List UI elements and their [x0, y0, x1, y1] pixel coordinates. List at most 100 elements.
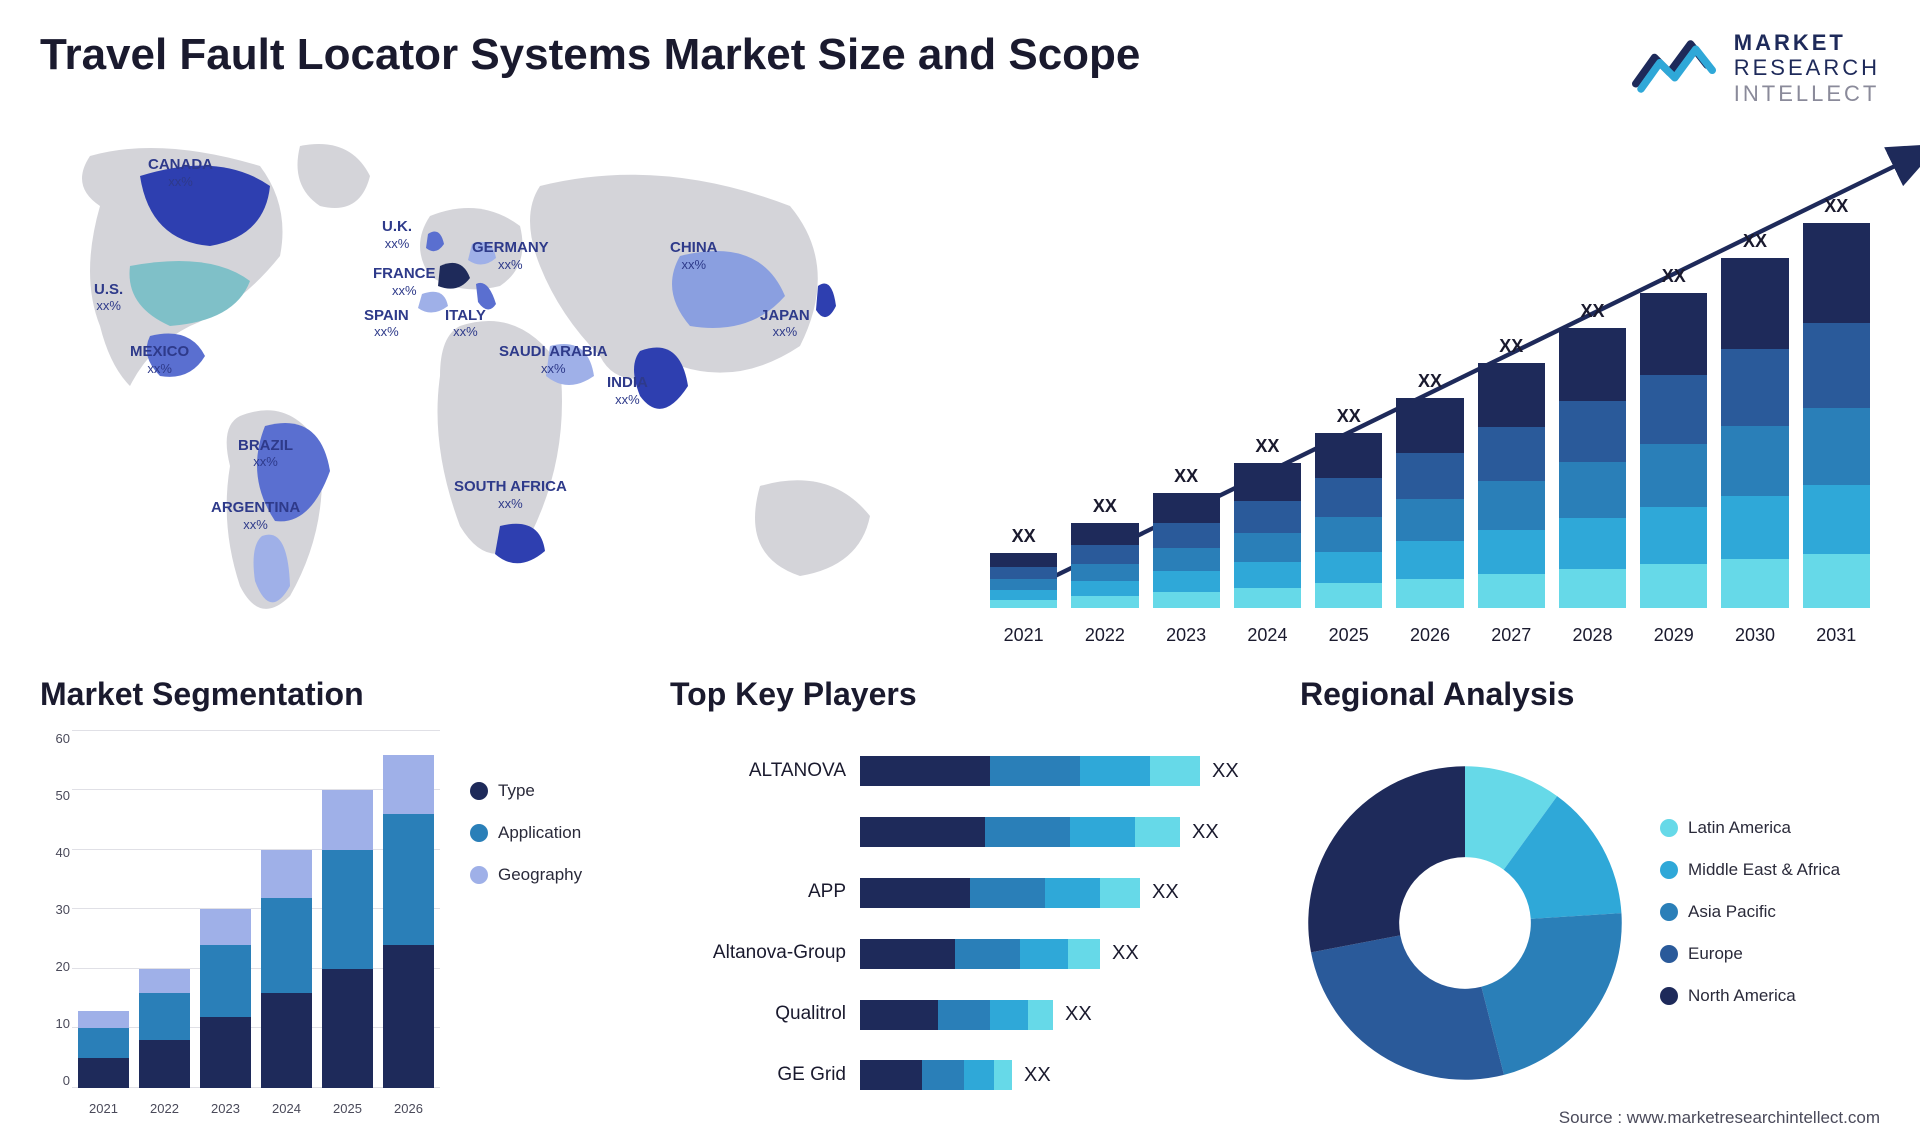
legend-item: North America: [1660, 986, 1880, 1006]
growth-x-label: 2021: [990, 617, 1057, 646]
growth-chart: XXXXXXXXXXXXXXXXXXXXXX: [980, 156, 1880, 608]
seg-bar-segment: [139, 993, 190, 1041]
growth-bar-segment: [990, 590, 1057, 600]
growth-bar-segment: [1396, 579, 1463, 608]
country-label: SPAINxx%: [364, 308, 409, 341]
legend-dot-icon: [1660, 945, 1678, 963]
growth-bar-segment: [1640, 293, 1707, 375]
player-row: XX: [860, 755, 1250, 787]
growth-bar-segment: [1640, 564, 1707, 608]
player-bar-segment: [970, 878, 1045, 908]
player-row: XX: [860, 877, 1250, 909]
player-value: XX: [1212, 760, 1239, 783]
legend-dot-icon: [1660, 903, 1678, 921]
seg-bar-segment: [322, 969, 373, 1088]
growth-x-label: 2030: [1721, 617, 1788, 646]
growth-bar-segment: [1559, 462, 1626, 518]
donut-slice: [1308, 767, 1465, 953]
growth-bar-segment: [1721, 426, 1788, 496]
growth-bar-segment: [1234, 501, 1301, 533]
growth-bar-segment: [1071, 564, 1138, 581]
seg-bar: [322, 790, 373, 1088]
bottom-row: Market Segmentation 6050403020100 202120…: [40, 676, 1880, 1116]
growth-bar-label: XX: [1418, 371, 1442, 392]
logo-line-1: MARKET: [1734, 30, 1880, 55]
player-bar-segment: [860, 939, 955, 969]
player-bar-segment: [1028, 1000, 1053, 1030]
player-bar-segment: [985, 817, 1070, 847]
player-bar-segment: [922, 1060, 964, 1090]
legend-item: Geography: [470, 865, 620, 885]
player-row: XX: [860, 938, 1250, 970]
player-row: XX: [860, 816, 1250, 848]
seg-bar-segment: [383, 755, 434, 814]
country-label: ITALYxx%: [445, 308, 486, 341]
growth-bar-segment: [1071, 596, 1138, 608]
growth-bar-segment: [1721, 559, 1788, 608]
seg-bar-segment: [139, 969, 190, 993]
player-value: XX: [1065, 1003, 1092, 1026]
player-label: [670, 822, 860, 842]
player-label: APP: [670, 881, 860, 903]
growth-bar-segment: [1153, 548, 1220, 571]
country-label: U.S.xx%: [94, 282, 123, 315]
legend-label: Latin America: [1688, 818, 1791, 838]
growth-bar-segment: [990, 600, 1057, 608]
growth-x-label: 2026: [1396, 617, 1463, 646]
growth-bar-segment: [1071, 545, 1138, 564]
player-value: XX: [1152, 881, 1179, 904]
country-label: U.K.xx%: [382, 219, 412, 252]
growth-bar-segment: [1478, 363, 1545, 427]
player-value: XX: [1112, 942, 1139, 965]
seg-y-tick: 20: [56, 959, 70, 974]
player-bar-segment: [860, 1060, 922, 1090]
growth-bar-segment: [1153, 493, 1220, 523]
growth-x-label: 2029: [1640, 617, 1707, 646]
growth-bar-segment: [1396, 541, 1463, 579]
legend-item: Type: [470, 781, 620, 801]
growth-bar-segment: [1640, 507, 1707, 564]
legend-item: Europe: [1660, 944, 1880, 964]
seg-x-label: 2021: [78, 1095, 129, 1116]
growth-bar-segment: [1721, 349, 1788, 426]
country-label: ARGENTINAxx%: [211, 500, 300, 533]
segmentation-panel: Market Segmentation 6050403020100 202120…: [40, 676, 620, 1116]
seg-bar: [261, 850, 312, 1088]
growth-bar-segment: [1071, 523, 1138, 545]
country-label: JAPANxx%: [760, 308, 810, 341]
country-label: MEXICOxx%: [130, 344, 189, 377]
country-label: INDIAxx%: [607, 375, 648, 408]
growth-bar-segment: [990, 567, 1057, 579]
legend-item: Latin America: [1660, 818, 1880, 838]
growth-bar-label: XX: [1743, 231, 1767, 252]
seg-bar-segment: [200, 945, 251, 1016]
growth-bar-segment: [1234, 533, 1301, 562]
donut-slice: [1481, 914, 1621, 1076]
regional-legend: Latin AmericaMiddle East & AfricaAsia Pa…: [1660, 818, 1880, 1028]
legend-item: Application: [470, 823, 620, 843]
logo-mark-icon: [1632, 35, 1722, 100]
growth-bar: XX: [1559, 301, 1626, 608]
seg-x-label: 2025: [322, 1095, 373, 1116]
player-label: ALTANOVA: [670, 760, 860, 782]
country-label: CANADAxx%: [148, 157, 213, 190]
growth-bar-segment: [1234, 463, 1301, 501]
player-bar-segment: [1135, 817, 1180, 847]
logo-line-2: RESEARCH: [1734, 55, 1880, 80]
growth-bar: XX: [1640, 266, 1707, 608]
seg-bar-segment: [200, 909, 251, 945]
growth-bar-label: XX: [1337, 406, 1361, 427]
growth-bar-label: XX: [1499, 336, 1523, 357]
segmentation-body: 6050403020100 202120222023202420252026 T…: [40, 731, 620, 1116]
legend-label: Application: [498, 823, 581, 843]
growth-bar-label: XX: [1255, 436, 1279, 457]
segmentation-legend: Type Application Geography: [470, 731, 620, 1116]
growth-bar-segment: [990, 579, 1057, 590]
legend-dot-icon: [1660, 987, 1678, 1005]
logo-line-3: INTELLECT: [1734, 81, 1880, 106]
regional-donut: [1300, 758, 1630, 1088]
growth-x-label: 2025: [1315, 617, 1382, 646]
growth-bar-segment: [1559, 328, 1626, 401]
country-label: SAUDI ARABIAxx%: [499, 344, 608, 377]
legend-label: Asia Pacific: [1688, 902, 1776, 922]
